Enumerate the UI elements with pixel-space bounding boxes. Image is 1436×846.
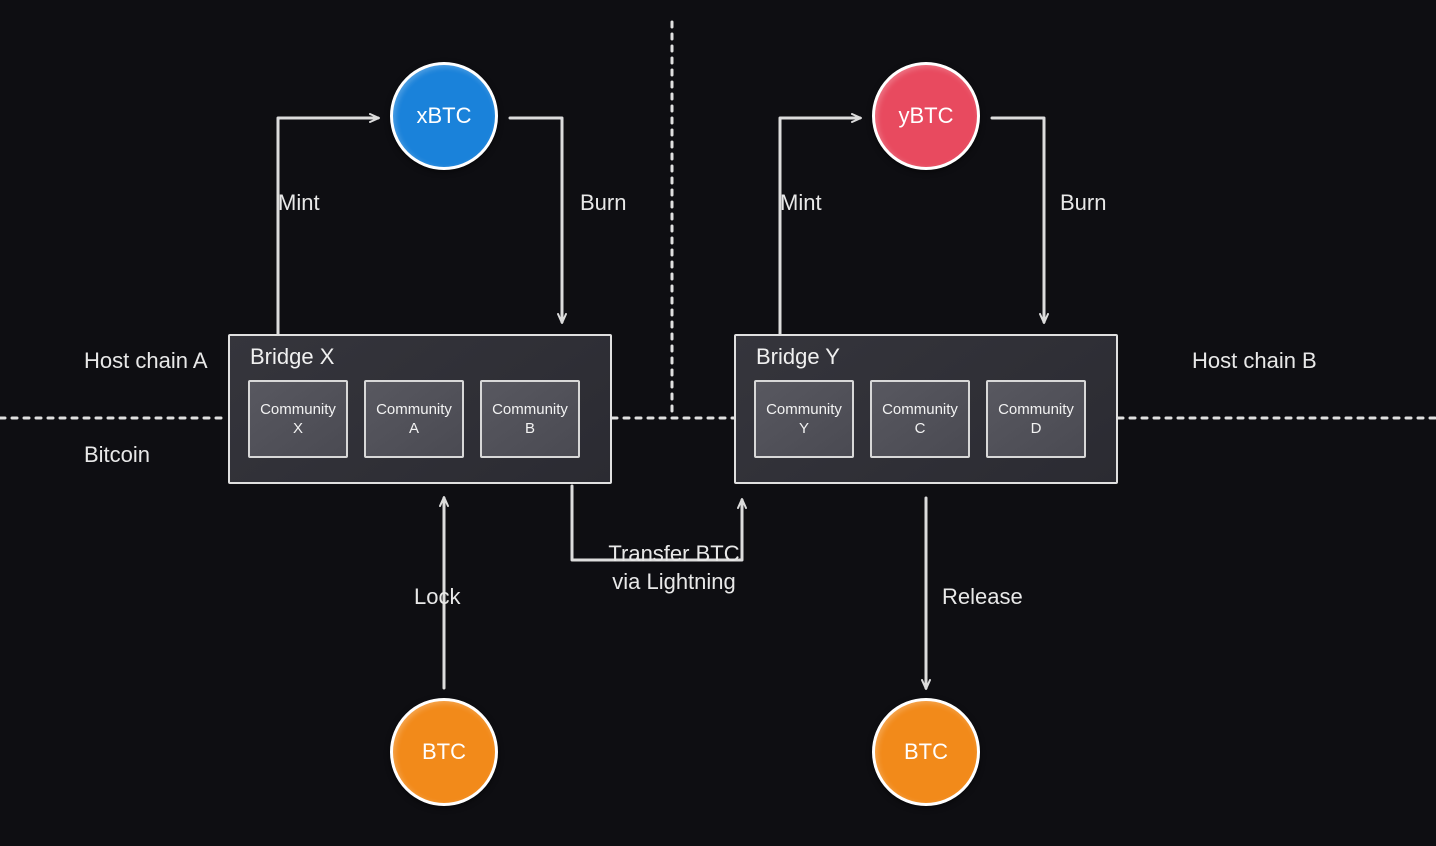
community-b: CommunityB	[480, 380, 580, 458]
label-host-chain-a: Host chain A	[84, 348, 208, 374]
arrow-mint-right	[780, 118, 860, 334]
arrow-burn-left	[510, 118, 562, 322]
bridge-y: Bridge Y CommunityY CommunityC Community…	[734, 334, 1118, 484]
label-transfer: Transfer BTC via Lightning	[594, 540, 754, 595]
label-host-chain-b: Host chain B	[1192, 348, 1317, 374]
arrow-mint-left	[278, 118, 378, 334]
node-xbtc: xBTC	[390, 62, 498, 170]
label-mint-right: Mint	[780, 190, 822, 216]
diagram-svg	[0, 0, 1436, 846]
label-release: Release	[942, 584, 1023, 610]
label-transfer-line1: Transfer BTC	[608, 541, 739, 566]
community-y: CommunityY	[754, 380, 854, 458]
bridge-y-title: Bridge Y	[756, 344, 1104, 370]
label-bitcoin: Bitcoin	[84, 442, 150, 468]
bridge-x-title: Bridge X	[250, 344, 598, 370]
node-btc-right: BTC	[872, 698, 980, 806]
node-btc-right-label: BTC	[904, 739, 948, 765]
label-lock: Lock	[414, 584, 460, 610]
node-btc-left-label: BTC	[422, 739, 466, 765]
community-d: CommunityD	[986, 380, 1086, 458]
label-burn-right: Burn	[1060, 190, 1106, 216]
community-c: CommunityC	[870, 380, 970, 458]
node-ybtc-label: yBTC	[899, 103, 954, 129]
bridge-x: Bridge X CommunityX CommunityA Community…	[228, 334, 612, 484]
arrow-burn-right	[992, 118, 1044, 322]
bridge-x-communities: CommunityX CommunityA CommunityB	[248, 380, 598, 458]
node-btc-left: BTC	[390, 698, 498, 806]
label-mint-left: Mint	[278, 190, 320, 216]
label-burn-left: Burn	[580, 190, 626, 216]
community-x: CommunityX	[248, 380, 348, 458]
node-ybtc: yBTC	[872, 62, 980, 170]
bridge-y-communities: CommunityY CommunityC CommunityD	[754, 380, 1104, 458]
node-xbtc-label: xBTC	[417, 103, 472, 129]
community-a: CommunityA	[364, 380, 464, 458]
label-transfer-line2: via Lightning	[612, 569, 736, 594]
